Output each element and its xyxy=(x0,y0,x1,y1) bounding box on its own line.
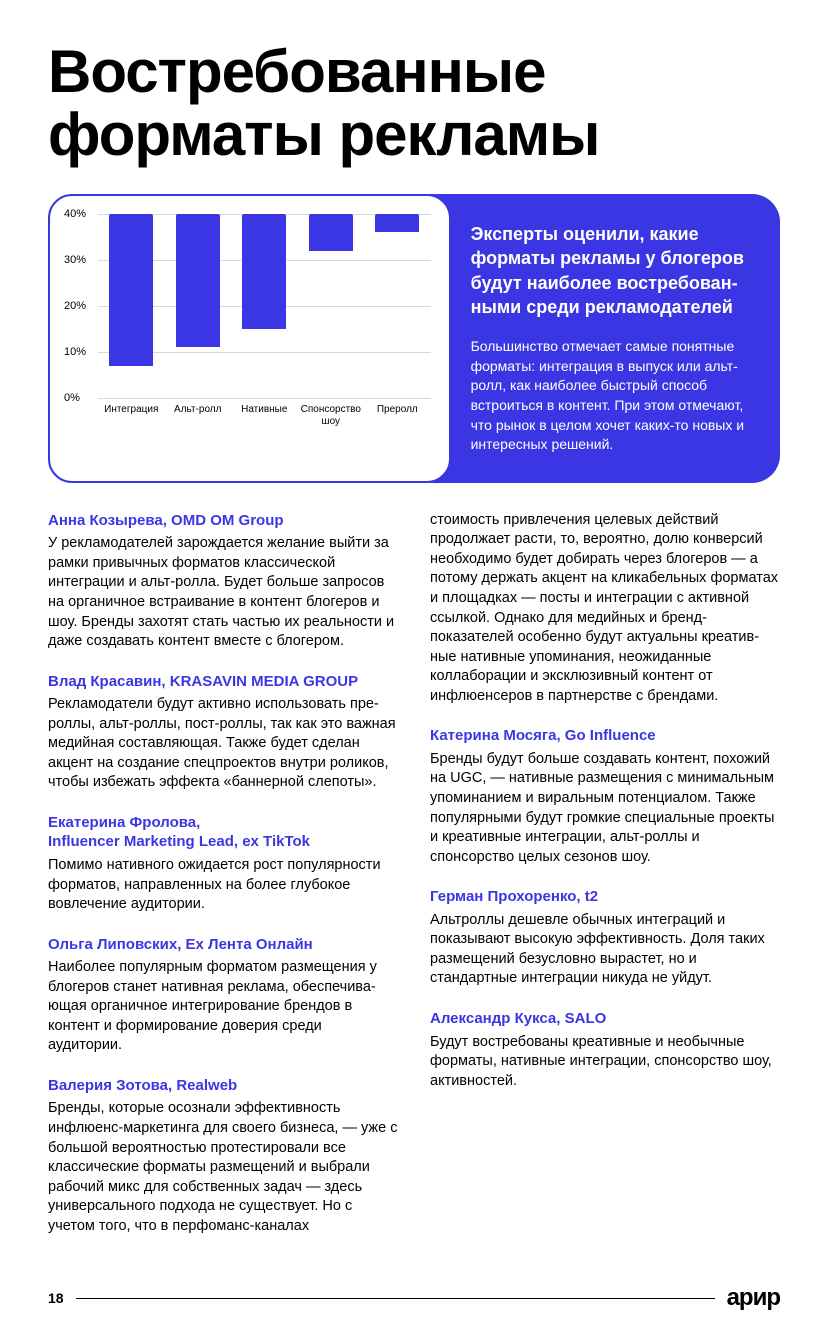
quote-author: Анна Козырева, OMD OM Group xyxy=(48,511,398,531)
expert-quote: Александр Кукса, SALO Будут востребованы … xyxy=(430,1009,780,1091)
chart-xlabel: Спонсорство шоу xyxy=(296,404,366,427)
chart-bar-slot: Преролл xyxy=(364,214,431,398)
chart-bar xyxy=(242,214,286,329)
chart-ylabel: 0% xyxy=(64,392,80,404)
brand-logo: арир xyxy=(727,1284,780,1312)
quote-author: Герман Прохоренко, t2 xyxy=(430,887,780,907)
quote-text: У рекламодателей зарождается желание вый… xyxy=(48,534,398,651)
chart-card: 0%10%20%30%40%ИнтеграцияАльт-роллНативны… xyxy=(48,194,451,483)
quote-text: Помимо нативного ожидается рост популярн… xyxy=(48,856,398,915)
quote-text: Бренды, которые осознали эффективность и… xyxy=(48,1099,398,1236)
quote-author: Ольга Липовских, Ex Лента Онлайн xyxy=(48,935,398,955)
left-column: Анна Козырева, OMD OM Group У рекламодате… xyxy=(48,511,398,1257)
expert-quote: Екатерина Фролова, Influencer Marketing … xyxy=(48,813,398,915)
quote-author: Влад Красавин, KRASAVIN MEDIA GROUP xyxy=(48,672,398,692)
chart-ylabel: 10% xyxy=(64,346,86,358)
quote-continuation: стоимость привлечения целевых действий п… xyxy=(430,511,780,707)
chart-ylabel: 30% xyxy=(64,254,86,266)
chart-xlabel: Альт-ролл xyxy=(163,404,233,416)
quote-text: Альтроллы дешевле обычных интеграций и п… xyxy=(430,911,780,989)
quote-author: Валерия Зотова, Realweb xyxy=(48,1076,398,1096)
chart-bar xyxy=(176,214,220,347)
chart-bar xyxy=(109,214,153,366)
chart-gridline xyxy=(98,398,431,399)
chart-bar-slot: Интеграция xyxy=(98,214,165,398)
expert-quote: Катерина Мосяга, Go Influence Бренды буду… xyxy=(430,726,780,867)
chart-bars: ИнтеграцияАльт-роллНативныеСпонсорство ш… xyxy=(98,214,431,398)
chart-bar-slot: Спонсорство шоу xyxy=(298,214,365,398)
chart-ylabel: 40% xyxy=(64,208,86,220)
quote-author: Катерина Мосяга, Go Influence xyxy=(430,726,780,746)
quote-text: Бренды будут больше создавать контент, п… xyxy=(430,750,780,867)
right-column: стоимость привлечения целевых действий п… xyxy=(430,511,780,1257)
expert-quote: Герман Прохоренко, t2 Альтроллы дешевле о… xyxy=(430,887,780,989)
page-number: 18 xyxy=(48,1290,64,1306)
hero-row: 0%10%20%30%40%ИнтеграцияАльт-роллНативны… xyxy=(48,194,780,483)
chart-bar-slot: Альт-ролл xyxy=(165,214,232,398)
chart-xlabel: Нативные xyxy=(229,404,299,416)
chart-ylabel: 20% xyxy=(64,300,86,312)
expert-quote: Валерия Зотова, Realweb Бренды, которые о… xyxy=(48,1076,398,1236)
page-footer: 18 арир xyxy=(48,1284,780,1312)
quote-text: Наиболее популярным форматом размещения … xyxy=(48,958,398,1056)
chart-bar xyxy=(309,214,353,251)
quote-text: Рекламодатели будут активно использовать… xyxy=(48,695,398,793)
info-card: Эксперты оценили, какие форматы рекламы … xyxy=(427,194,780,483)
bar-chart: 0%10%20%30%40%ИнтеграцияАльт-роллНативны… xyxy=(64,214,431,424)
info-body: Большинство отмечает самые понятные форм… xyxy=(471,337,750,455)
chart-xlabel: Преролл xyxy=(362,404,432,416)
footer-line xyxy=(76,1298,715,1299)
page-title: Востребованные форматы рекламы xyxy=(48,40,780,166)
quote-text: Будут востребованы креативные и необычны… xyxy=(430,1033,780,1092)
expert-quote: Анна Козырева, OMD OM Group У рекламодате… xyxy=(48,511,398,652)
page: Востребованные форматы рекламы 0% 10% 20% 3… xyxy=(0,0,828,1342)
chart-bar xyxy=(375,214,419,232)
expert-quote: Ольга Липовских, Ex Лента Онлайн Наиболее… xyxy=(48,935,398,1056)
expert-quote: Влад Красавин, KRASAVIN MEDIA GROUP Рекла… xyxy=(48,672,398,793)
quote-author: Александр Кукса, SALO xyxy=(430,1009,780,1029)
chart-bar-slot: Нативные xyxy=(231,214,298,398)
chart-xlabel: Интеграция xyxy=(96,404,166,416)
quote-columns: Анна Козырева, OMD OM Group У рекламодате… xyxy=(48,511,780,1257)
info-heading: Эксперты оценили, какие форматы рекламы … xyxy=(471,222,750,319)
quote-author: Екатерина Фролова, Influencer Marketing … xyxy=(48,813,398,852)
